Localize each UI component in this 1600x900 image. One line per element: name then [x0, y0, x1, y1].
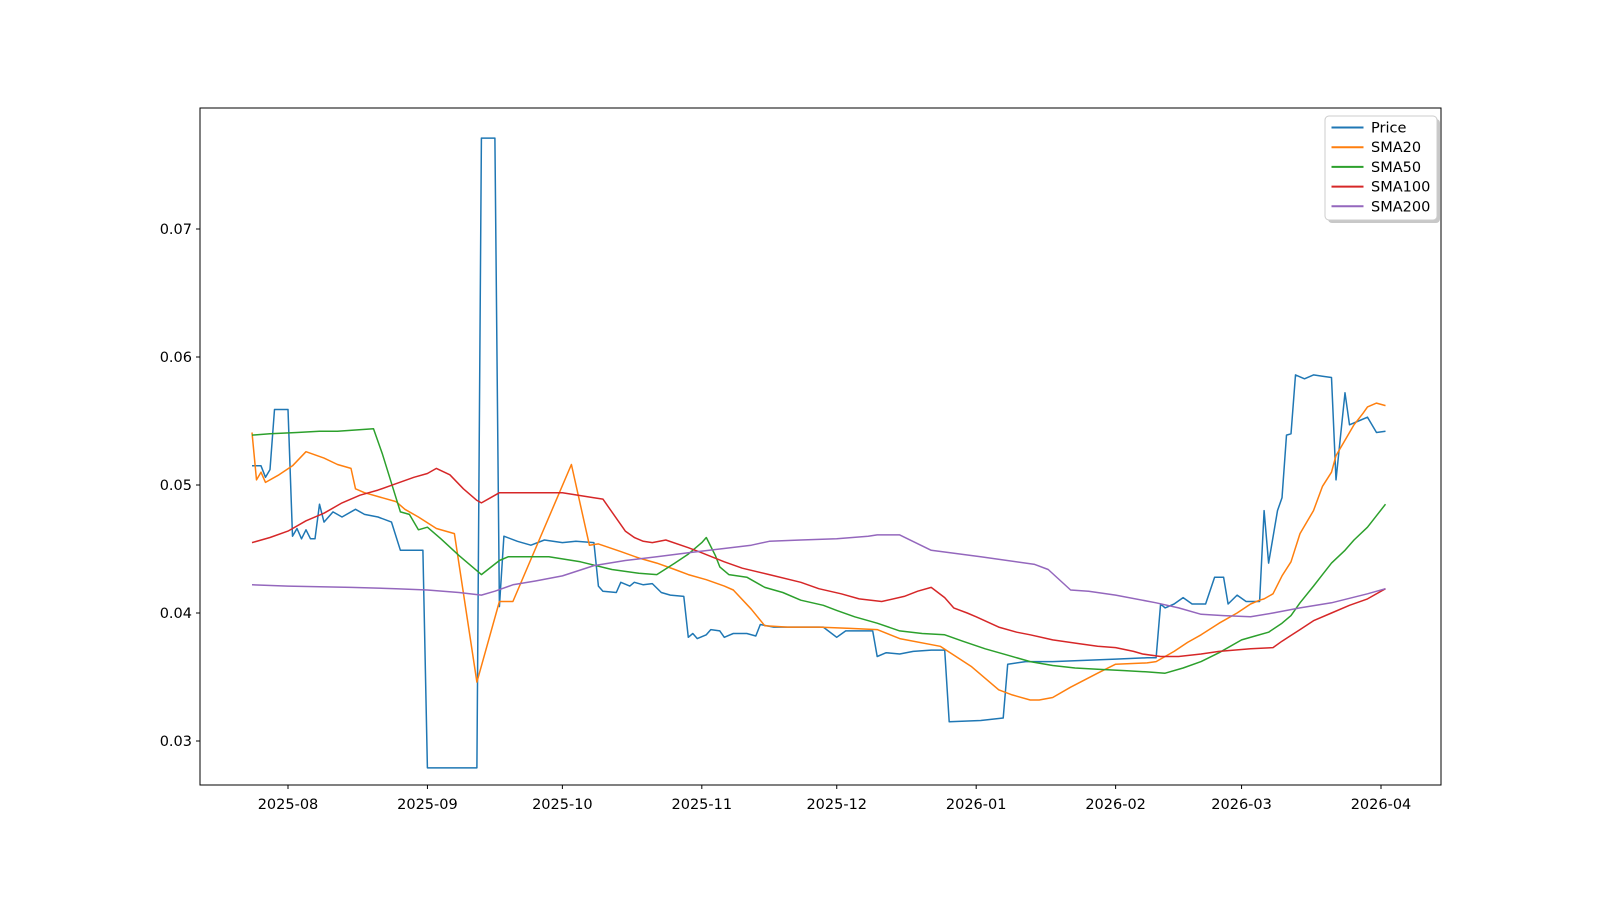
x-tick-label: 2025-10	[532, 797, 593, 813]
x-tick-label: 2025-12	[806, 797, 867, 813]
y-tick-label: 0.05	[160, 478, 192, 494]
legend-label: SMA200	[1371, 199, 1430, 215]
legend: Price SMA20 SMA50 SMA100 SMA200	[1324, 115, 1440, 223]
legend-item-sma100: SMA100	[1331, 180, 1430, 196]
x-tick-label: 2026-03	[1211, 797, 1272, 813]
y-tick-label: 0.07	[160, 222, 192, 238]
series-line-sma20	[251, 402, 1386, 701]
series-lines	[251, 137, 1387, 769]
legend-label: SMA100	[1371, 180, 1430, 196]
y-tick-label: 0.03	[160, 734, 192, 750]
legend-label: SMA20	[1371, 140, 1421, 156]
legend-item-sma20: SMA20	[1331, 140, 1421, 156]
legend-item-sma50: SMA50	[1331, 160, 1421, 176]
legend-item-price: Price	[1331, 121, 1406, 137]
x-tick-label: 2025-11	[672, 797, 733, 813]
series-line-sma50	[251, 427, 1387, 674]
legend-box	[1324, 115, 1438, 221]
y-tick-label: 0.04	[160, 606, 192, 622]
series-line-sma200	[251, 534, 1386, 618]
x-tick-label: 2025-08	[258, 797, 319, 813]
x-tick-label: 2026-04	[1351, 797, 1412, 813]
legend-label: SMA50	[1371, 160, 1421, 176]
x-tick-label: 2025-09	[397, 797, 458, 813]
x-axis: 2025-08 2025-09 2025-10 2025-11 2025-12 2026-…	[258, 785, 1412, 813]
x-tick-label: 2026-01	[946, 797, 1007, 813]
series-line-sma100	[251, 467, 1386, 658]
legend-label: Price	[1371, 121, 1406, 137]
x-tick-label: 2026-02	[1085, 797, 1146, 813]
plot-area	[199, 107, 1442, 786]
y-tick-label: 0.06	[160, 350, 192, 366]
y-axis: 0.03 0.04 0.05 0.06 0.07	[160, 222, 200, 750]
legend-item-sma200: SMA200	[1331, 199, 1430, 215]
series-line-price	[252, 137, 1386, 769]
